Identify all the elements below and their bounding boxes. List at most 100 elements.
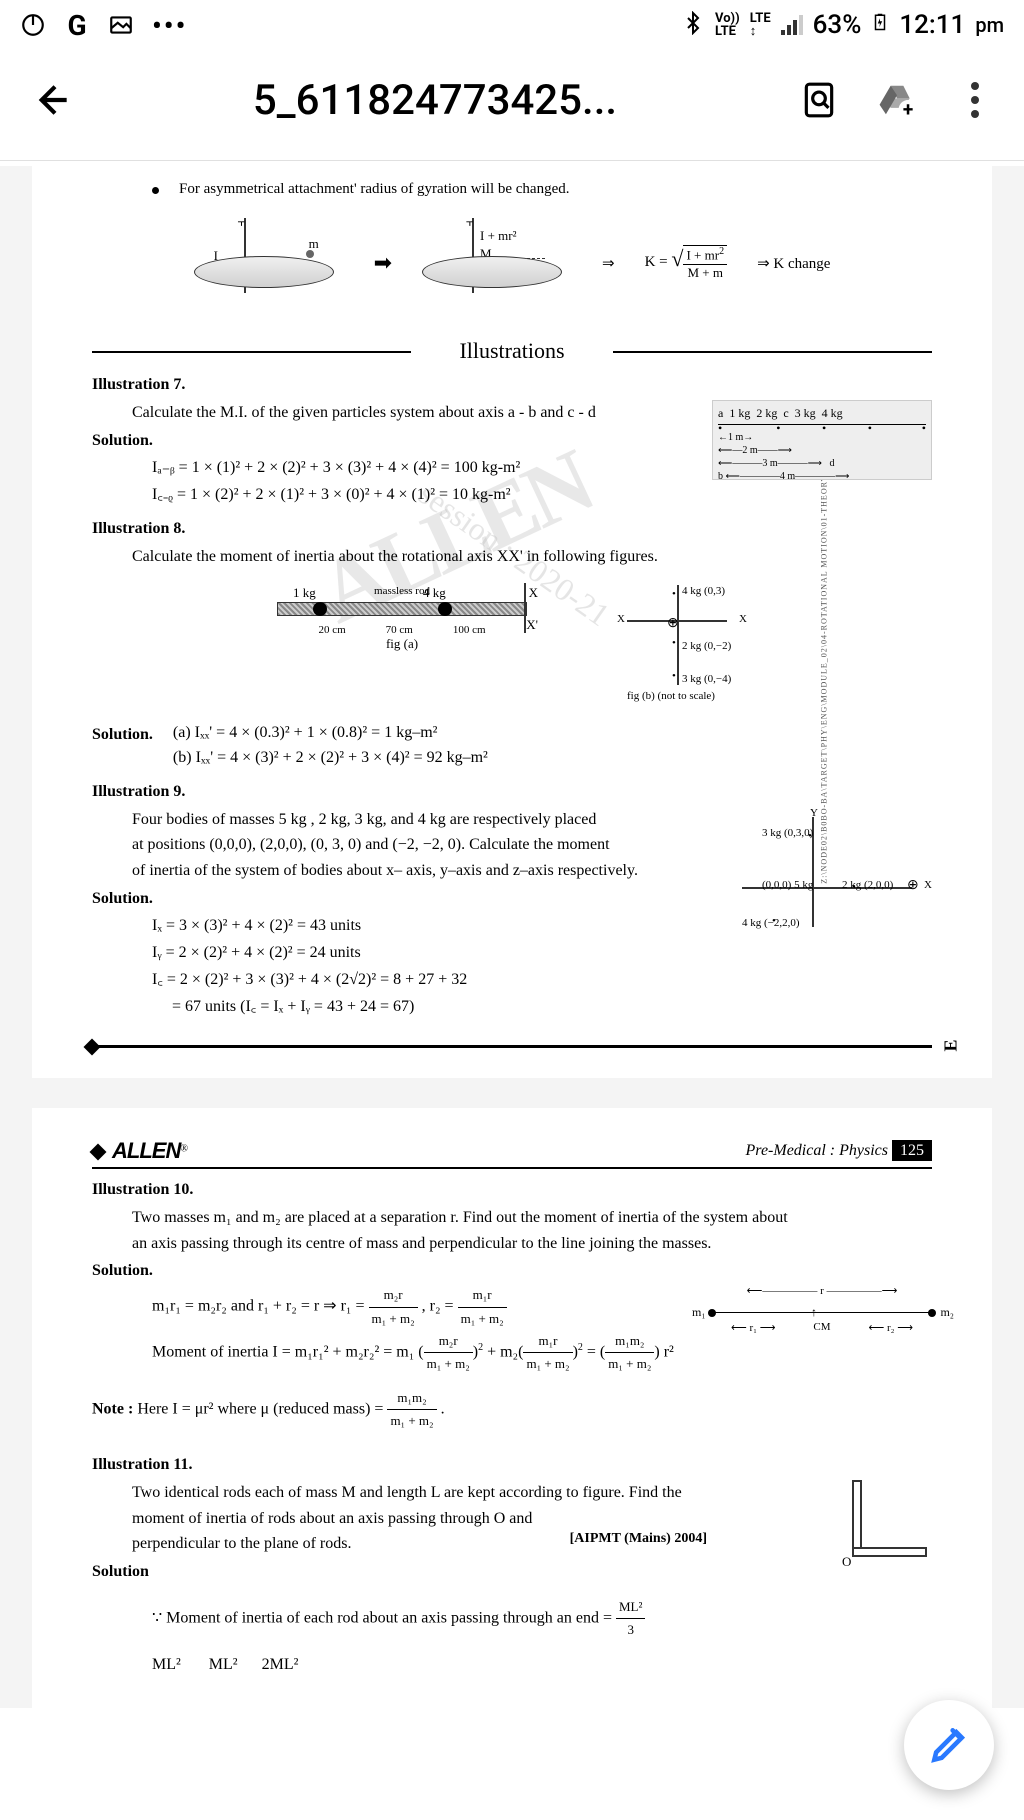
brand-text: ALLEN (112, 1138, 180, 1163)
illustration-10-head: Illustration 10. (92, 1181, 932, 1199)
note-frac-den: m₁ + m₂ (387, 1410, 436, 1432)
eq-11: ∵ Moment of inertia of each rod about an… (152, 1596, 932, 1641)
bullet-text: For asymmetrical attachment' radius of g… (179, 181, 570, 198)
f10c1-den: m₁ + m₂ (424, 1353, 473, 1375)
page-header: ALLEN® Pre-Medical : Physics 125 (92, 1138, 932, 1169)
illus8-text: Calculate the moment of inertia about th… (132, 544, 932, 570)
section-title-illustrations: Illustrations (92, 338, 932, 364)
brand-logo: ALLEN® (92, 1138, 188, 1164)
lte-bottom: ↕ (750, 25, 771, 38)
figure-8a: massless rod 1 kg 4 kg X X' 20 cm 70 cm … (277, 585, 527, 705)
label-1kg: 1 kg (293, 585, 316, 601)
implies-icon: ⇒ (602, 254, 615, 273)
b-3kg: 3 kg (0,−4) (682, 673, 731, 685)
status-left: G ••• (20, 9, 187, 42)
signal-icon (781, 15, 803, 35)
search-in-doc-button[interactable] (800, 81, 838, 119)
illustration-9-head: Illustration 9. (92, 783, 932, 801)
figure-8b: X X 4 kg (0,3) 2 kg (0,−2) 3 kg (0,−4) •… (607, 585, 747, 705)
battery-icon (871, 9, 889, 42)
label-70cm: 70 cm (386, 624, 413, 636)
diagram-7: a 1 kg 2 kg c 3 kg 4 kg • • • • • ←1 m→⟵… (712, 400, 932, 480)
label-100cm: 100 cm (453, 624, 486, 636)
volte-indicator: Vo)) LTE (715, 12, 740, 38)
f11-den: 3 (616, 1619, 645, 1641)
status-right: Vo)) LTE LTE ↕ 63% 12:11 pm (681, 9, 1004, 42)
rods-figure-11: O (842, 1480, 932, 1570)
label-4kg: 4 kg (423, 585, 446, 601)
diamond-icon (84, 1039, 101, 1056)
coord-figure-9: Y X 3 kg (0,3,0) (0,0,0) 5 kg 2 kg (2,0,… (732, 807, 932, 967)
drive-add-button[interactable]: + (878, 81, 916, 119)
sol-8a: (a) Iₓₓ' = 4 × (0.3)² + 1 × (0.8)² = 1 k… (173, 720, 488, 746)
cm-m2: m₂ (940, 1305, 954, 1320)
back-button[interactable] (30, 80, 70, 120)
solution-head-10: Solution. (92, 1262, 932, 1280)
edit-fab-button[interactable] (904, 1700, 994, 1790)
fork-icon: ⫟ (238, 215, 245, 230)
label-Imr: I + mr² (480, 228, 517, 244)
f10c2-den: m₁ + m₂ (523, 1353, 572, 1375)
illus11-l1: Two identical rods each of mass M and le… (132, 1480, 932, 1506)
overflow-menu-button[interactable] (956, 81, 994, 119)
f10a-num: m₂r (369, 1284, 418, 1307)
arrow-icon: ➡ (374, 250, 392, 276)
eq11-text: ∵ Moment of inertia of each rod about an… (152, 1609, 616, 1626)
ampm-text: pm (975, 13, 1004, 37)
illus11-ref: [AIPMT (Mains) 2004] (570, 1531, 707, 1557)
fork-icon: ⫟ (466, 215, 473, 230)
cm-r: r (820, 1285, 824, 1297)
bluetooth-icon (681, 9, 705, 42)
status-bar: G ••• Vo)) LTE LTE ↕ 63% 12:11 pm (0, 0, 1024, 50)
diag7-labels: a 1 kg 2 kg c 3 kg 4 kg (718, 406, 926, 421)
c-2kg: 2 kg (2,0,0) (842, 879, 893, 891)
image-icon (108, 12, 134, 38)
cm-r2: r₂ (887, 1322, 895, 1334)
eq10b-pre: Moment of inertia I = m₁r₁² + m₂r₂² = m₁ (152, 1343, 414, 1360)
brand-reg: ® (180, 1144, 188, 1155)
illus10-l1: Two masses m₁ and m₂ are placed at a sep… (132, 1205, 932, 1231)
label-20cm: 20 cm (318, 624, 345, 636)
eq10b-end: r² (660, 1343, 674, 1360)
app-bar: 5_611824773425... + (0, 50, 1024, 150)
note-10: Note : Here I = μr² where μ (reduced mas… (92, 1387, 932, 1432)
illus11-l3: perpendicular to the plane of rods. (132, 1531, 351, 1557)
cm-m1: m₁ (692, 1305, 706, 1320)
illus10-l2: an axis passing through its centre of ma… (132, 1231, 932, 1257)
fig-a-caption: fig (a) (277, 636, 527, 652)
c-4kg: 4 kg (−2,2,0) (742, 917, 800, 929)
eq10a-pre: m₁r₁ = m₂r₂ and r₁ + r₂ = r ⇒ r₁ = (152, 1298, 369, 1315)
page-number: 125 (892, 1140, 932, 1161)
note-frac-num: m₁m₂ (387, 1387, 436, 1410)
lte-indicator: LTE ↕ (750, 12, 771, 38)
bullet-line: For asymmetrical attachment' radius of g… (152, 181, 932, 198)
note-text: Here I = μr² where μ (reduced mass) = (137, 1400, 387, 1417)
b-4kg: 4 kg (0,3) (682, 585, 725, 597)
illustration-11-head: Illustration 11. (92, 1456, 932, 1474)
svg-text:+: + (903, 98, 913, 120)
battery-pct: 63% (813, 10, 862, 40)
f10a-den: m₁ + m₂ (369, 1308, 418, 1330)
document-title: 5_611824773425... (100, 76, 770, 125)
divider (0, 160, 1024, 161)
cutoff-line: ML² ML² 2ML² (152, 1651, 932, 1678)
figure-set-8: massless rod 1 kg 4 kg X X' 20 cm 70 cm … (92, 585, 932, 705)
b-2kg: 2 kg (0,−2) (682, 640, 731, 652)
f10c2-num: m₁r (523, 1330, 572, 1353)
eq-10b: Moment of inertia I = m₁r₁² + m₂r₂² = m₁… (152, 1330, 932, 1375)
illustration-8-head: Illustration 8. (92, 520, 932, 538)
solution-head-8: Solution. (92, 726, 153, 767)
google-icon: G (64, 12, 90, 38)
app-actions: + (800, 81, 994, 119)
c-3kg: 3 kg (0,3,0) (762, 827, 813, 839)
f11-num: ML² (616, 1596, 645, 1619)
cm-diagram: ⟵————— r —————⟶ m₁ m₂ ↑ ⟵ r₁ ⟶ CM ⟵ r₂ ⟶ (712, 1284, 932, 1334)
power-icon (20, 12, 46, 38)
header-right-text: Pre-Medical : Physics (746, 1142, 888, 1159)
k-change-text: ⇒ K change (757, 254, 830, 273)
f10c-den: m₁ + m₂ (605, 1353, 654, 1375)
eq-7b: I꜀₋ᵨ = 1 × (2)² + 2 × (1)² + 3 × (0)² + … (152, 481, 932, 508)
document-viewport[interactable]: ALLEN session : 2020-21 Z:\NODE02\B0BO-B… (0, 166, 1024, 1708)
eq10a-mid: , r₂ = (422, 1298, 458, 1315)
cm-r1: r₁ (749, 1322, 757, 1334)
